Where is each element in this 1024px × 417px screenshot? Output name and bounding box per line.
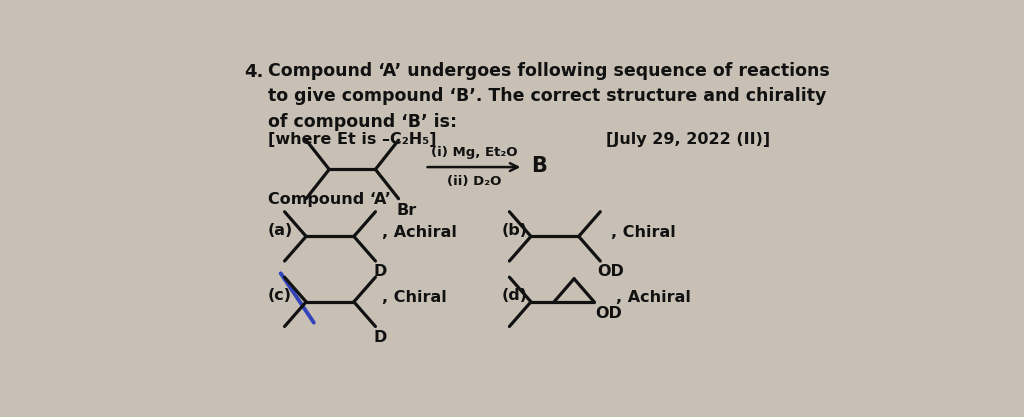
Text: (a): (a) [267,223,293,238]
Text: [where Et is –C₂H₅]: [where Et is –C₂H₅] [267,133,436,148]
Text: D: D [374,264,387,279]
Text: (d): (d) [502,288,527,303]
Text: OD: OD [596,306,623,322]
Text: (c): (c) [267,288,292,303]
Text: Compound ‘A’: Compound ‘A’ [267,193,390,208]
Text: , Chiral: , Chiral [611,225,676,240]
Text: (i) Mg, Et₂O: (i) Mg, Et₂O [431,146,517,159]
Text: 4.: 4. [245,63,264,81]
Text: [July 29, 2022 (II)]: [July 29, 2022 (II)] [606,133,770,148]
Text: Compound ‘A’ undergoes following sequence of reactions
to give compound ‘B’. The: Compound ‘A’ undergoes following sequenc… [267,62,829,131]
Text: , Achiral: , Achiral [382,225,457,240]
Text: Br: Br [397,203,417,218]
Text: D: D [374,329,387,344]
Text: (ii) D₂O: (ii) D₂O [446,175,501,188]
Text: , Chiral: , Chiral [382,291,446,306]
Text: OD: OD [597,264,624,279]
Text: B: B [531,156,547,176]
Text: (b): (b) [502,223,527,238]
Text: , Achiral: , Achiral [615,291,690,306]
